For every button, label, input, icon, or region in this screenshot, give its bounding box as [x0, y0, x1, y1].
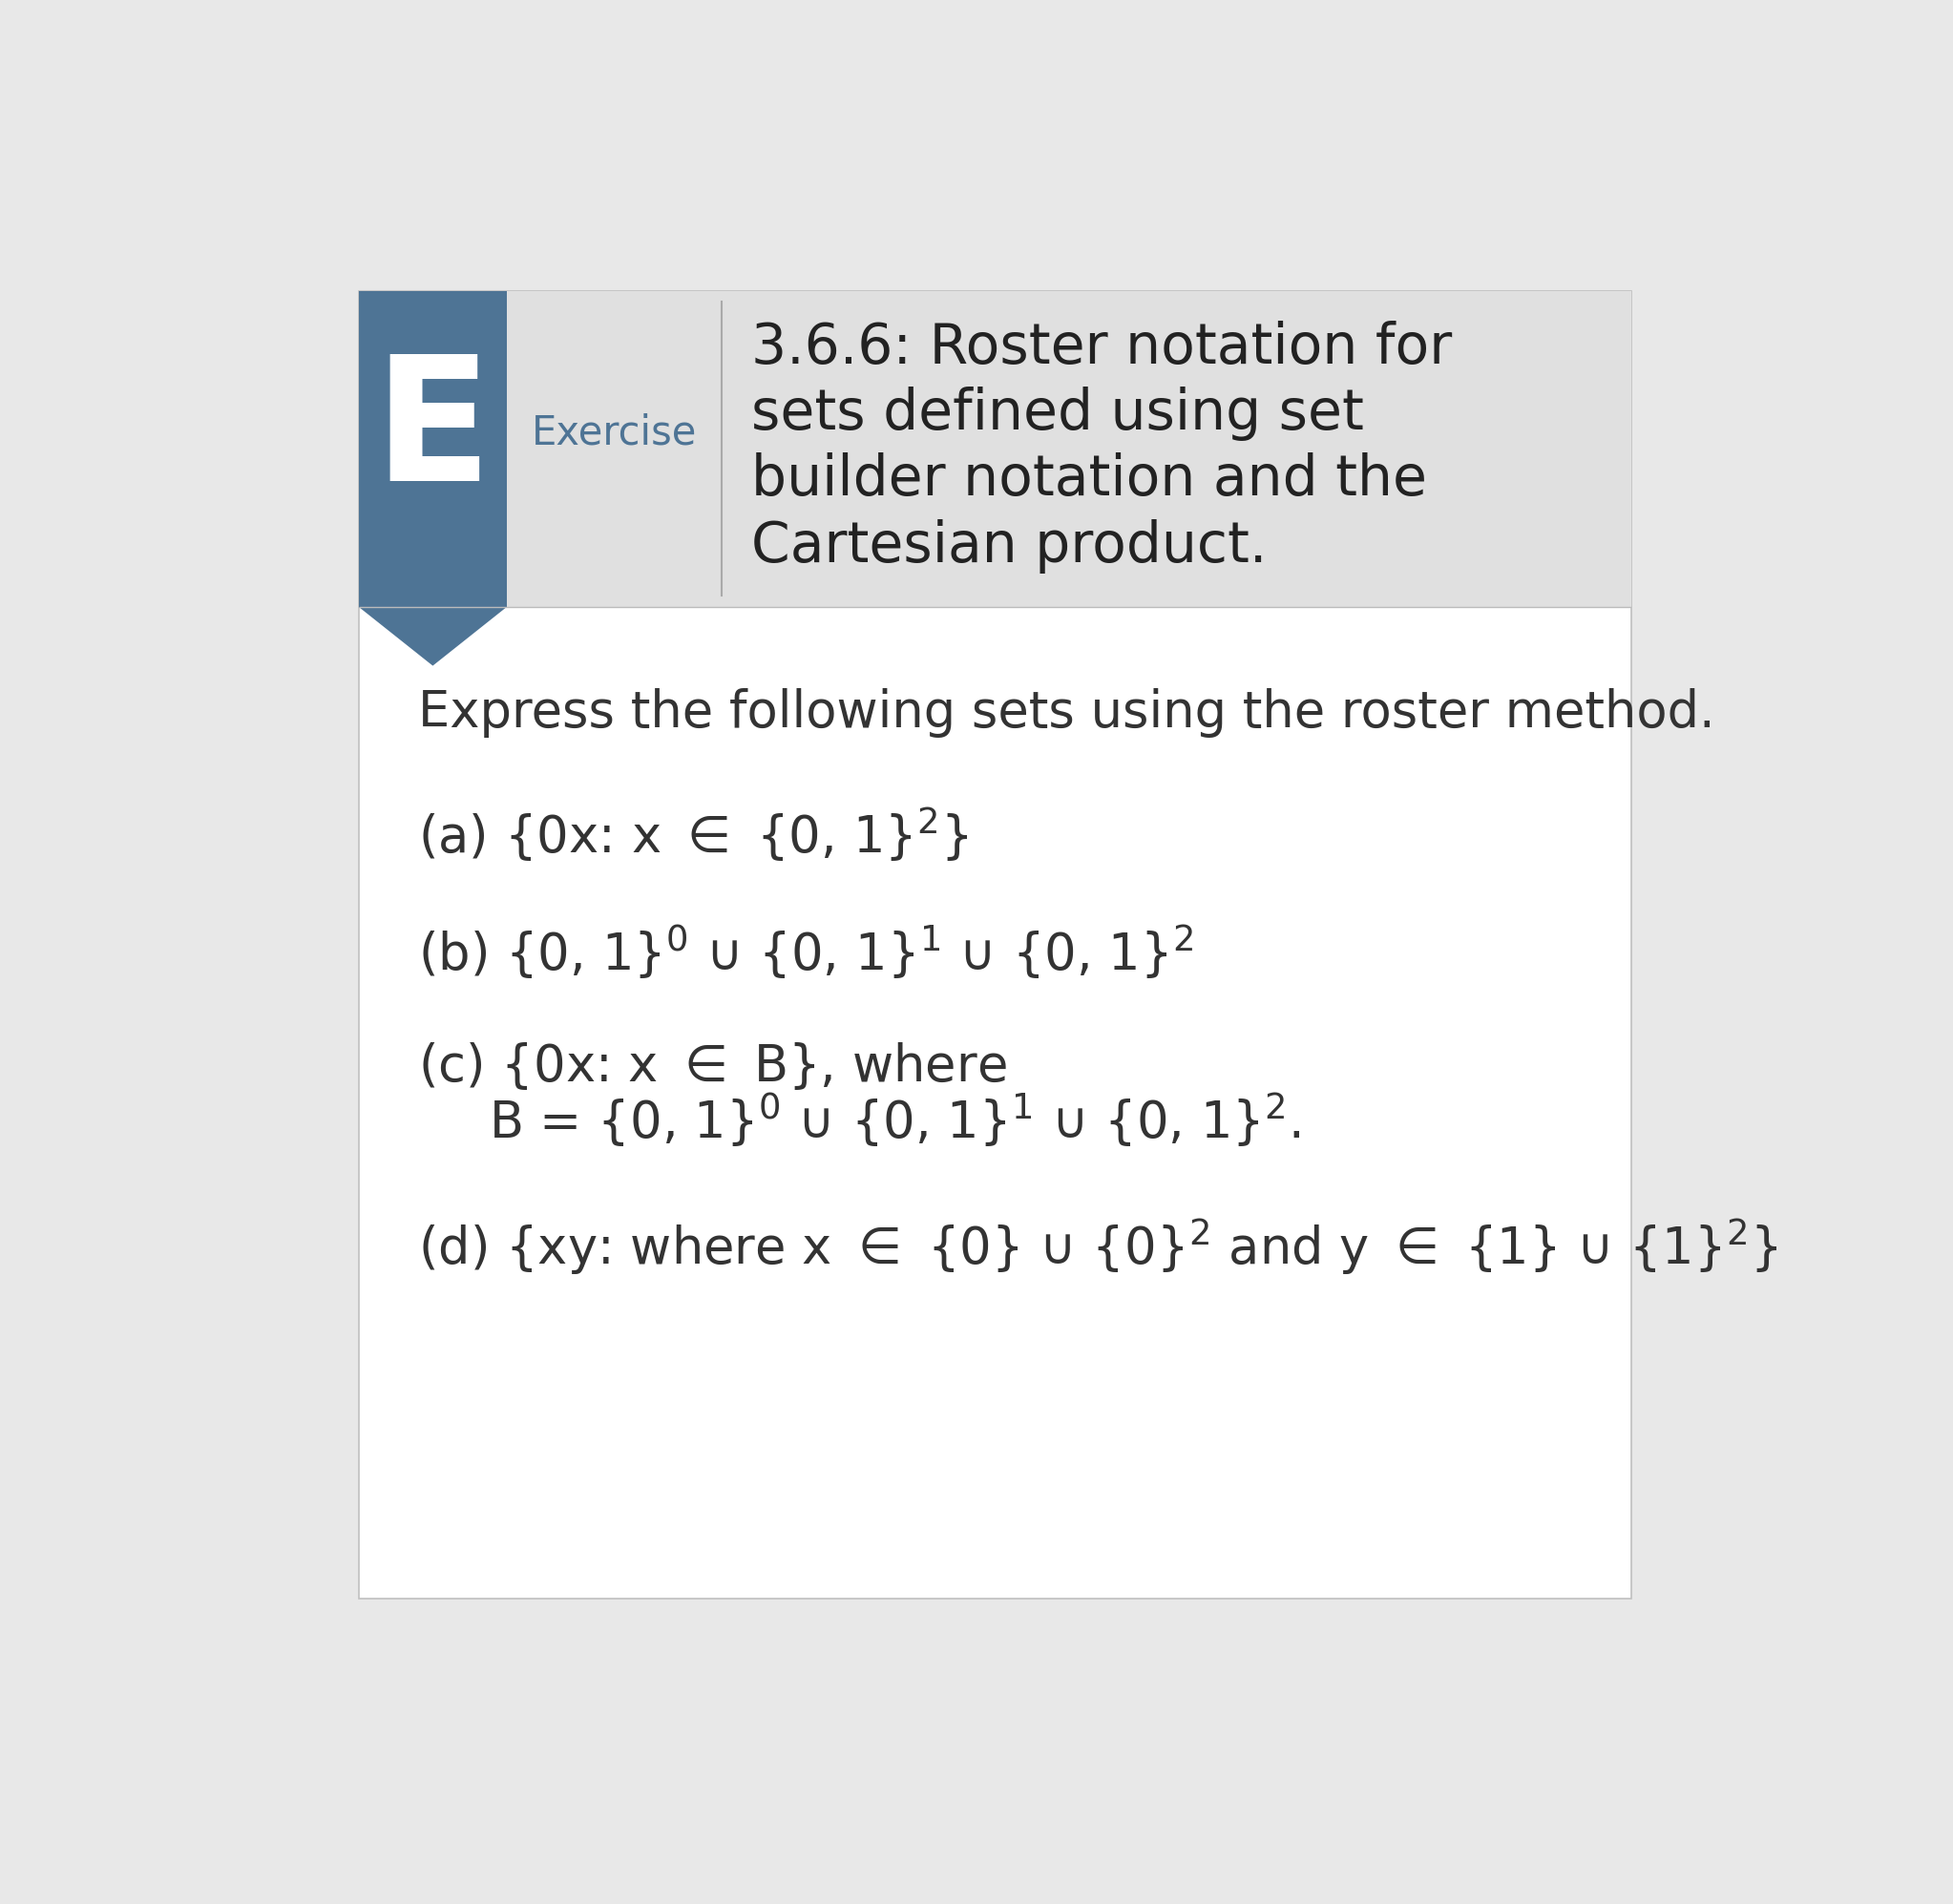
Text: (a) {0x: x $\in$ {0, 1}$^2$}: (a) {0x: x $\in$ {0, 1}$^2$} — [418, 805, 969, 864]
Polygon shape — [359, 607, 506, 666]
Bar — [359, 291, 1631, 607]
Text: B = {0, 1}$^0$ $\cup$ {0, 1}$^1$ $\cup$ {0, 1}$^2$.: B = {0, 1}$^0$ $\cup$ {0, 1}$^1$ $\cup$ … — [488, 1091, 1301, 1148]
Text: E: E — [373, 348, 492, 518]
Text: Exercise: Exercise — [531, 413, 697, 453]
Text: 3.6.6: Roster notation for: 3.6.6: Roster notation for — [750, 320, 1451, 375]
Text: (c) {0x: x $\in$ B}, where: (c) {0x: x $\in$ B}, where — [418, 1040, 1006, 1093]
Text: builder notation and the: builder notation and the — [750, 453, 1428, 506]
Text: (b) {0, 1}$^0$ $\cup$ {0, 1}$^1$ $\cup$ {0, 1}$^2$: (b) {0, 1}$^0$ $\cup$ {0, 1}$^1$ $\cup$ … — [418, 923, 1193, 981]
Text: sets defined using set: sets defined using set — [750, 387, 1363, 442]
Text: (d) {xy: where x $\in$ {0} $\cup$ {0}$^2$ and y $\in$ {1} $\cup$ {1}$^2$}: (d) {xy: where x $\in$ {0} $\cup$ {0}$^2… — [418, 1217, 1777, 1278]
Text: Express the following sets using the roster method.: Express the following sets using the ros… — [418, 687, 1715, 737]
Text: Cartesian product.: Cartesian product. — [750, 518, 1267, 573]
FancyBboxPatch shape — [359, 291, 1631, 1599]
Bar — [359, 291, 506, 607]
